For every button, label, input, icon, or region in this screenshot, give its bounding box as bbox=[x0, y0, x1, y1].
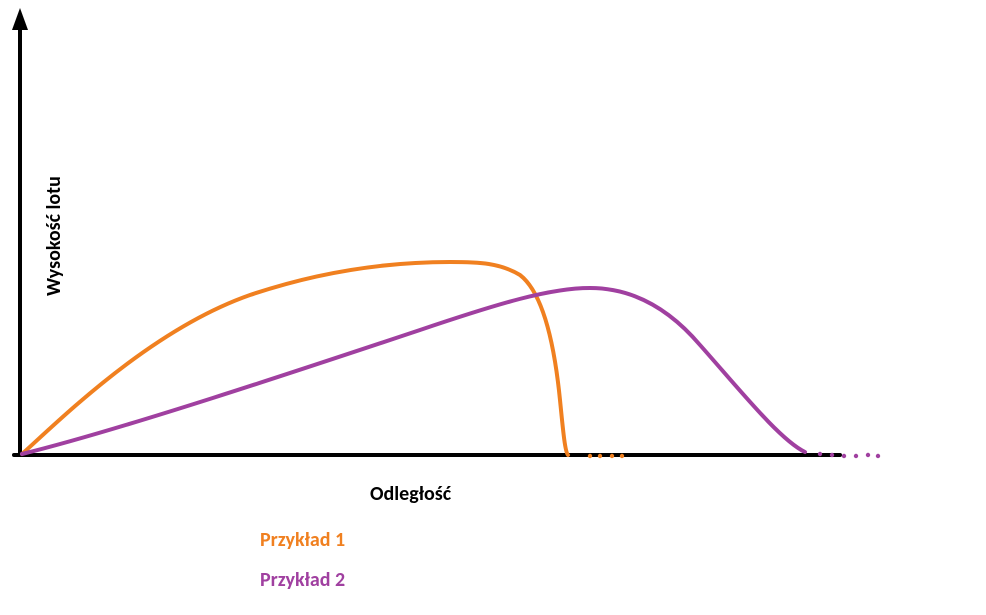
trajectory-chart: Wysokość lotu Odległość Przykład 1 Przyk… bbox=[0, 0, 986, 615]
x-axis-label: Odległość bbox=[370, 482, 451, 506]
y-axis-label: Wysokość lotu bbox=[42, 176, 66, 296]
series-line-2 bbox=[22, 288, 805, 454]
legend-item-2: Przykład 2 bbox=[260, 568, 345, 592]
legend-item-1: Przykład 1 bbox=[260, 528, 345, 552]
series-line-1 bbox=[22, 262, 568, 455]
chart-canvas bbox=[0, 0, 986, 615]
